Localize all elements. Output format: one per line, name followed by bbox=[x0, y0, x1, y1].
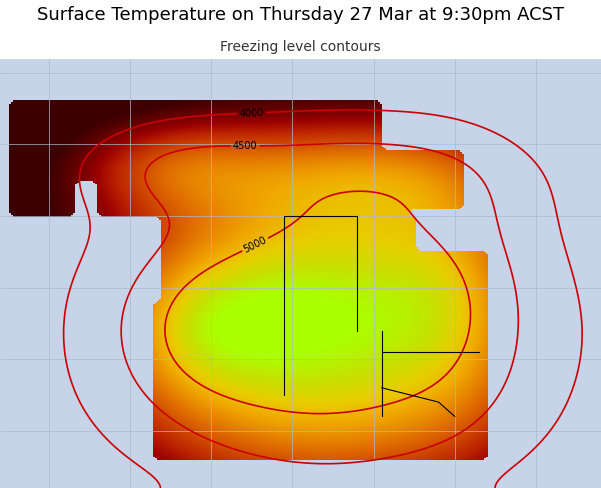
Text: 5000: 5000 bbox=[242, 235, 269, 255]
Text: 4000: 4000 bbox=[239, 107, 264, 119]
Text: Surface Temperature on Thursday 27 Mar at 9:30pm ACST: Surface Temperature on Thursday 27 Mar a… bbox=[37, 6, 564, 23]
Text: 4500: 4500 bbox=[233, 141, 258, 151]
Text: Freezing level contours: Freezing level contours bbox=[220, 40, 381, 54]
